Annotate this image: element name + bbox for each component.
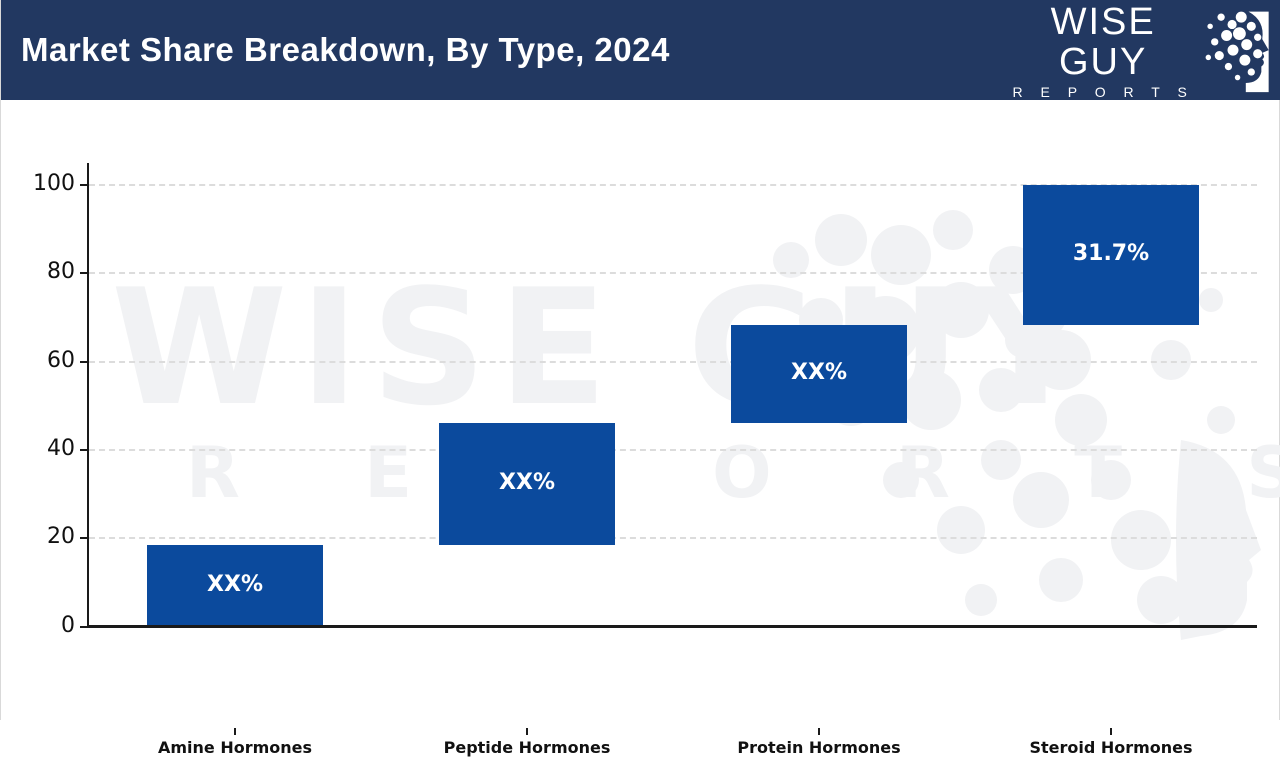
app-header: Market Share Breakdown, By Type, 2024 WI…: [1, 0, 1280, 100]
gridline-60: [89, 360, 1257, 363]
y-tick-60: [80, 360, 88, 363]
bar-value-label-amine-hormones: XX%: [207, 571, 263, 597]
y-tick-label-100: 100: [33, 171, 75, 196]
bar-value-label-peptide-hormones: XX%: [499, 469, 555, 495]
x-axis-category-label-amine-hormones: Amine Hormones: [157, 738, 313, 757]
y-tick-label-0: 0: [61, 612, 75, 638]
x-tick-steroid-hormones: [1110, 728, 1112, 735]
page-title: Market Share Breakdown, By Type, 2024: [21, 31, 670, 68]
y-tick-20: [80, 537, 88, 540]
gridline-100: [89, 184, 1257, 186]
y-tick-label-40: 40: [47, 435, 75, 461]
x-axis-category-label-steroid-hormones: Steroid Hormones: [1029, 738, 1193, 757]
x-axis-category-label-protein-hormones: Protein Hormones: [737, 738, 901, 757]
bar-amine-hormones: [147, 544, 323, 627]
x-tick-protein-hormones: [818, 728, 820, 735]
logo-face-icon: [1205, 11, 1269, 93]
y-tick-label-80: 80: [47, 259, 75, 285]
chart-plot-area: 0 20 40 60 80 100 XX% Amine Hormones XX% Peptide …: [1, 100, 1280, 757]
x-axis-category-label-peptide-hormones: Peptide Hormones: [443, 738, 611, 757]
y-tick-80: [80, 272, 88, 275]
brand-logo: WISE GUY R E P O R T S: [1009, 2, 1269, 100]
bar-value-label-protein-hormones: XX%: [791, 359, 847, 385]
y-tick-label-20: 20: [47, 524, 75, 550]
gridline-40: [89, 448, 1257, 451]
gridline-80: [89, 272, 1257, 275]
gridline-20: [89, 537, 1257, 540]
y-tick-100: [80, 184, 88, 186]
x-tick-peptide-hormones: [526, 728, 528, 735]
brand-name: WISE GUY: [1050, 1, 1156, 83]
y-tick-label-60: 60: [47, 347, 75, 373]
brand-subtitle: R E P O R T S: [1012, 84, 1194, 100]
y-tick-0: [80, 625, 88, 628]
x-tick-amine-hormones: [234, 728, 236, 735]
x-axis-line: [87, 625, 1257, 628]
bar-value-label-steroid-hormones: 31.7%: [1072, 240, 1150, 266]
bar-protein-hormones: [731, 324, 907, 423]
bar-steroid-hormones: [1023, 185, 1199, 325]
bar-peptide-hormones: [439, 422, 615, 545]
brand-text: WISE GUY R E P O R T S: [1009, 2, 1197, 100]
y-axis-line: [87, 163, 89, 627]
y-tick-40: [80, 448, 88, 451]
